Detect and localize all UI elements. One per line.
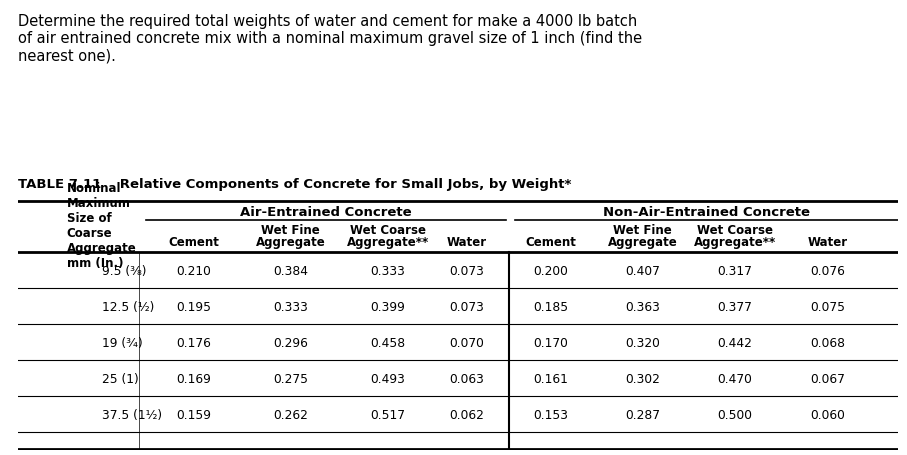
Text: Cement: Cement xyxy=(169,236,219,249)
Text: 12.5 (¹⁄₂): 12.5 (¹⁄₂) xyxy=(102,301,154,313)
Text: 0.060: 0.060 xyxy=(810,409,845,422)
Text: 0.333: 0.333 xyxy=(273,301,308,313)
Text: 0.062: 0.062 xyxy=(449,409,484,422)
Text: 19 (³⁄₄): 19 (³⁄₄) xyxy=(102,337,142,350)
Text: Air-Entrained Concrete: Air-Entrained Concrete xyxy=(240,206,412,219)
Text: 0.169: 0.169 xyxy=(177,373,211,386)
Text: 0.493: 0.493 xyxy=(370,373,405,386)
Text: 0.399: 0.399 xyxy=(370,301,405,313)
Text: Wet Fine: Wet Fine xyxy=(613,223,672,237)
Text: Water: Water xyxy=(447,236,487,249)
Text: 0.073: 0.073 xyxy=(449,301,484,313)
Text: Aggregate: Aggregate xyxy=(608,236,678,249)
Text: 0.195: 0.195 xyxy=(177,301,211,313)
Text: 25 (1): 25 (1) xyxy=(102,373,139,386)
Text: Wet Fine: Wet Fine xyxy=(261,223,320,237)
Text: Wet Coarse: Wet Coarse xyxy=(350,223,425,237)
Text: 0.176: 0.176 xyxy=(177,337,211,350)
Text: 0.317: 0.317 xyxy=(717,264,753,278)
Text: 0.500: 0.500 xyxy=(717,409,753,422)
Text: 0.517: 0.517 xyxy=(370,409,405,422)
Text: 9.5 (³⁄₈): 9.5 (³⁄₈) xyxy=(102,264,146,278)
Text: 0.185: 0.185 xyxy=(532,301,568,313)
Text: 0.320: 0.320 xyxy=(625,337,660,350)
Text: 0.073: 0.073 xyxy=(449,264,484,278)
Text: 0.063: 0.063 xyxy=(449,373,484,386)
Text: 0.275: 0.275 xyxy=(273,373,308,386)
Text: 0.407: 0.407 xyxy=(625,264,660,278)
Text: 0.076: 0.076 xyxy=(810,264,845,278)
Text: Non-Air-Entrained Concrete: Non-Air-Entrained Concrete xyxy=(603,206,810,219)
Text: 0.210: 0.210 xyxy=(177,264,211,278)
Text: 0.296: 0.296 xyxy=(273,337,308,350)
Text: Wet Coarse: Wet Coarse xyxy=(697,223,773,237)
Text: Cement: Cement xyxy=(525,236,576,249)
Text: 0.470: 0.470 xyxy=(717,373,753,386)
Text: Determine the required total weights of water and cement for make a 4000 lb batc: Determine the required total weights of … xyxy=(18,14,642,63)
Text: 0.200: 0.200 xyxy=(533,264,568,278)
Text: Aggregate**: Aggregate** xyxy=(346,236,429,249)
Text: Water: Water xyxy=(807,236,848,249)
Text: 0.067: 0.067 xyxy=(810,373,845,386)
Text: 0.068: 0.068 xyxy=(810,337,845,350)
Text: Aggregate: Aggregate xyxy=(256,236,326,249)
Text: 37.5 (1¹⁄₂): 37.5 (1¹⁄₂) xyxy=(102,409,161,422)
Text: 0.363: 0.363 xyxy=(625,301,660,313)
Text: Aggregate**: Aggregate** xyxy=(694,236,776,249)
Text: 0.287: 0.287 xyxy=(625,409,660,422)
Text: Nominal
Maximum
Size of
Coarse
Aggregate
mm (In.): Nominal Maximum Size of Coarse Aggregate… xyxy=(67,182,137,270)
Text: 0.302: 0.302 xyxy=(625,373,660,386)
Text: 0.070: 0.070 xyxy=(449,337,484,350)
Text: 0.170: 0.170 xyxy=(533,337,568,350)
Text: 0.384: 0.384 xyxy=(273,264,308,278)
Text: TABLE 7.11    Relative Components of Concrete for Small Jobs, by Weight*: TABLE 7.11 Relative Components of Concre… xyxy=(18,177,571,191)
Text: 0.153: 0.153 xyxy=(533,409,568,422)
Text: 0.161: 0.161 xyxy=(533,373,568,386)
Text: 0.458: 0.458 xyxy=(370,337,405,350)
Text: 0.159: 0.159 xyxy=(177,409,211,422)
Text: 0.262: 0.262 xyxy=(273,409,308,422)
Text: 0.333: 0.333 xyxy=(370,264,405,278)
Text: 0.377: 0.377 xyxy=(717,301,753,313)
Text: 0.442: 0.442 xyxy=(717,337,753,350)
Text: 0.075: 0.075 xyxy=(810,301,845,313)
